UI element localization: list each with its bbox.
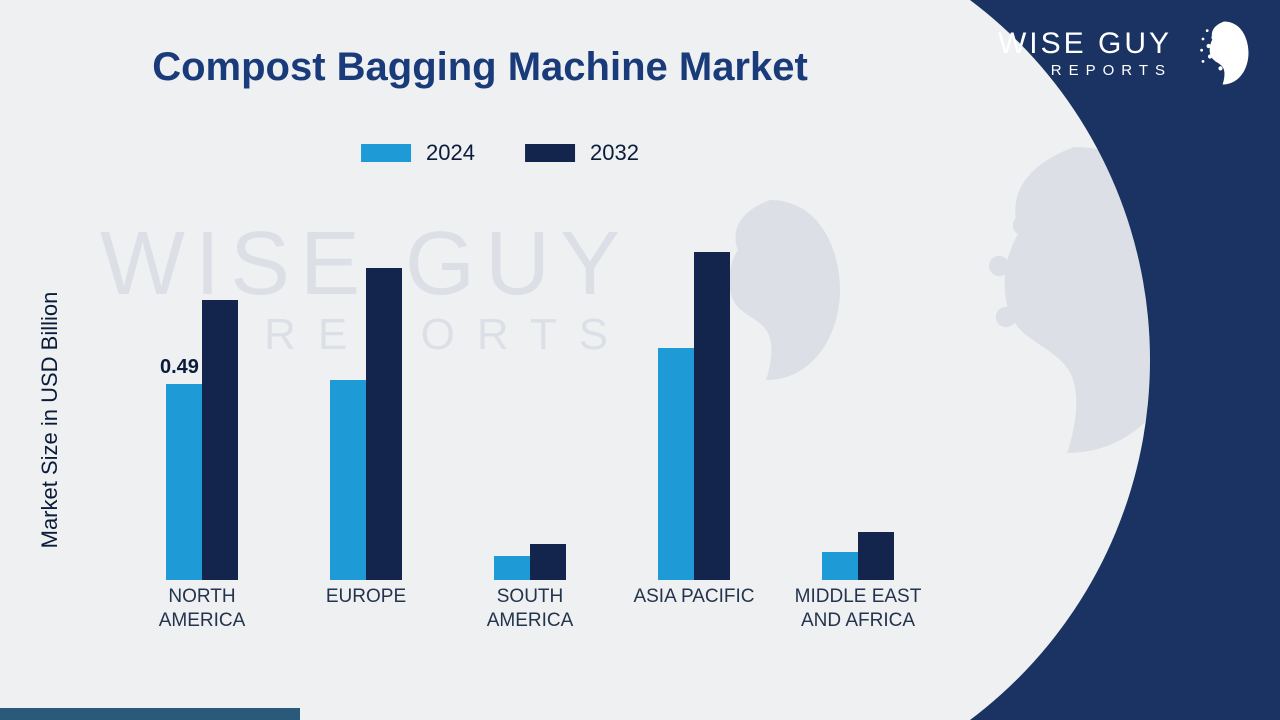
brand-logo: WISE GUY REPORTS <box>998 18 1252 88</box>
bar <box>166 384 202 580</box>
bar-group <box>448 544 612 580</box>
legend-swatch-2024 <box>361 144 411 162</box>
bar-group <box>120 300 284 580</box>
bar <box>494 556 530 580</box>
legend-item-2024: 2024 <box>361 140 475 166</box>
legend: 2024 2032 <box>361 140 639 166</box>
bar <box>658 348 694 580</box>
chart: Market Size in USD Billion 2024 2032 0.4… <box>40 140 960 700</box>
category-label: NORTH AMERICA <box>120 585 284 633</box>
legend-label-2032: 2032 <box>590 140 639 166</box>
bar-group <box>776 532 940 580</box>
bar <box>202 300 238 580</box>
category-labels: NORTH AMERICAEUROPESOUTH AMERICAASIA PAC… <box>120 585 940 633</box>
bar <box>330 380 366 580</box>
category-label: EUROPE <box>284 585 448 633</box>
category-label: ASIA PACIFIC <box>612 585 776 633</box>
bar <box>858 532 894 580</box>
bar <box>694 252 730 580</box>
logo-line2: REPORTS <box>1051 63 1172 78</box>
bar <box>530 544 566 580</box>
bar-group <box>612 252 776 580</box>
bar <box>822 552 858 580</box>
category-label: MIDDLE EAST AND AFRICA <box>776 585 940 633</box>
bar-group <box>284 268 448 580</box>
y-axis-label: Market Size in USD Billion <box>37 292 63 549</box>
legend-swatch-2032 <box>525 144 575 162</box>
plot-area: 0.49 <box>120 180 940 580</box>
category-label: SOUTH AMERICA <box>448 585 612 633</box>
bar <box>366 268 402 580</box>
bottom-accent-bar <box>0 708 300 720</box>
head-icon <box>1182 18 1252 88</box>
legend-label-2024: 2024 <box>426 140 475 166</box>
logo-line1: WISE GUY <box>998 29 1172 59</box>
canvas: WISE GUY REPORTS WISE GUY REPORTS Compos… <box>0 0 1280 720</box>
value-label: 0.49 <box>160 356 199 379</box>
legend-item-2032: 2032 <box>525 140 639 166</box>
chart-title: Compost Bagging Machine Market <box>0 45 960 90</box>
